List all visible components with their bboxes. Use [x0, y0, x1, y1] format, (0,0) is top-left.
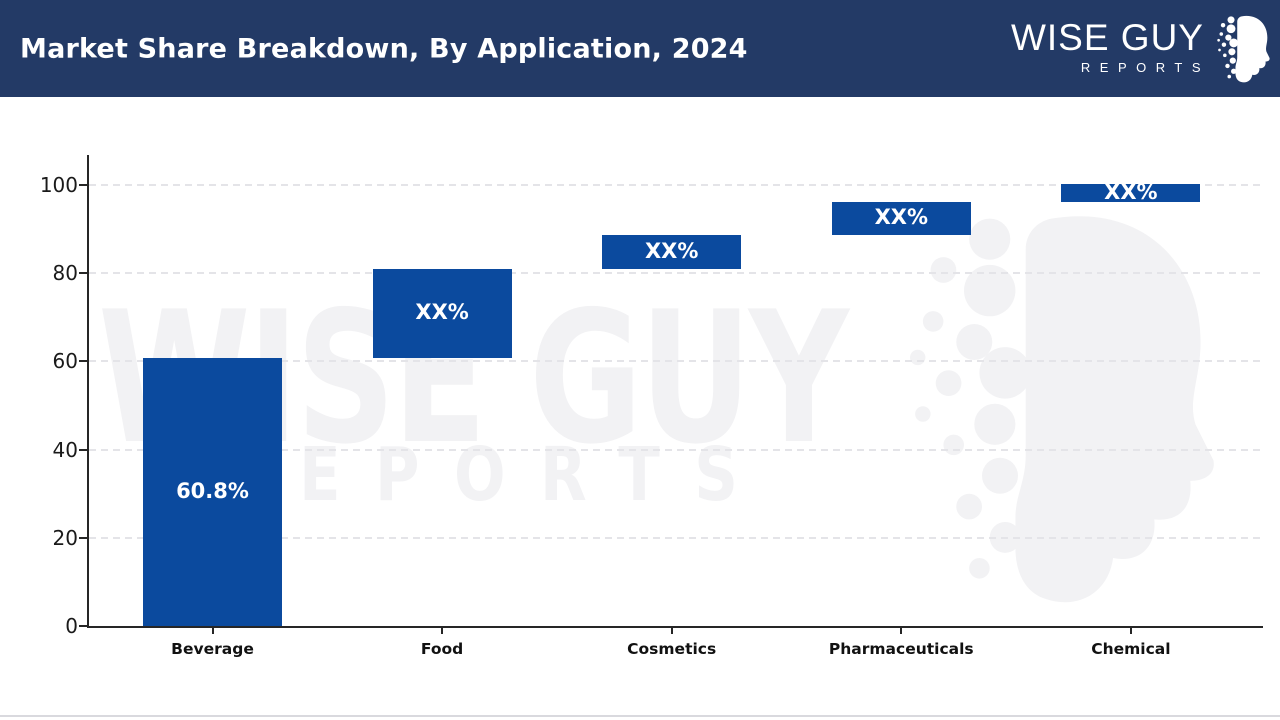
- y-axis-tick-mark: [79, 448, 87, 451]
- bar-value-label: XX%: [1104, 179, 1158, 204]
- watermark-face-icon: [910, 216, 1214, 603]
- x-axis-tick-mark: [900, 628, 903, 634]
- x-axis-tick-mark: [670, 628, 673, 634]
- y-axis-tick-label: 40: [52, 437, 78, 462]
- bar-chemical: [1061, 184, 1201, 202]
- bar-cosmetics: [602, 234, 742, 269]
- x-axis-tick-mark: [441, 628, 444, 634]
- bar-value-label: XX%: [874, 205, 929, 230]
- y-axis-tick-mark: [79, 625, 87, 627]
- logo-face-icon: [1217, 15, 1270, 83]
- gridline: [89, 360, 1262, 363]
- y-axis-tick-mark: [79, 184, 87, 186]
- x-axis-spine: [87, 626, 1263, 628]
- wise-guy-logo: WISE GUY REPORTS: [1011, 5, 1270, 93]
- bar-value-label: XX%: [415, 300, 469, 325]
- x-axis-category-label: Food: [420, 640, 464, 658]
- y-axis-tick-label: 0: [65, 614, 78, 638]
- x-axis-tick-mark: [1129, 628, 1132, 634]
- watermark-subtitle: REPORTS: [218, 432, 773, 518]
- page-title: Market Share Breakdown, By Application, …: [20, 33, 748, 64]
- bar-value-label: XX%: [644, 238, 699, 263]
- y-axis-tick-label: 20: [52, 525, 78, 550]
- y-axis-tick-label: 100: [39, 173, 78, 197]
- y-axis-spine: [87, 155, 89, 627]
- y-axis-tick-mark: [79, 272, 87, 275]
- y-axis-tick-label: 80: [52, 261, 78, 286]
- bottom-divider: [0, 715, 1280, 717]
- logo-subtitle: REPORTS: [1080, 60, 1210, 75]
- x-axis-tick-mark: [211, 628, 214, 634]
- bar-pharmaceuticals: [831, 201, 971, 235]
- gridline: [89, 536, 1262, 539]
- header-bar: Market Share Breakdown, By Application, …: [0, 0, 1280, 97]
- y-axis-tick-mark: [79, 536, 87, 539]
- bar-food: [372, 268, 512, 358]
- x-axis-category-label: Cosmetics: [627, 640, 717, 658]
- gridline: [89, 184, 1262, 186]
- bar-value-label: 60.8%: [176, 478, 249, 503]
- x-axis-category-label: Beverage: [171, 640, 254, 658]
- x-axis-category-label: Chemical: [1091, 640, 1171, 658]
- y-axis-tick-mark: [79, 360, 87, 363]
- logo-wordmark: WISE GUY: [1010, 17, 1204, 58]
- y-axis-tick-label: 60: [52, 349, 78, 374]
- bar-beverage: [143, 357, 282, 626]
- logo-text: WISE GUY REPORTS: [1010, 17, 1204, 76]
- gridline: [89, 448, 1262, 451]
- gridline: [89, 272, 1262, 275]
- x-axis-category-label: Pharmaceuticals: [828, 640, 974, 658]
